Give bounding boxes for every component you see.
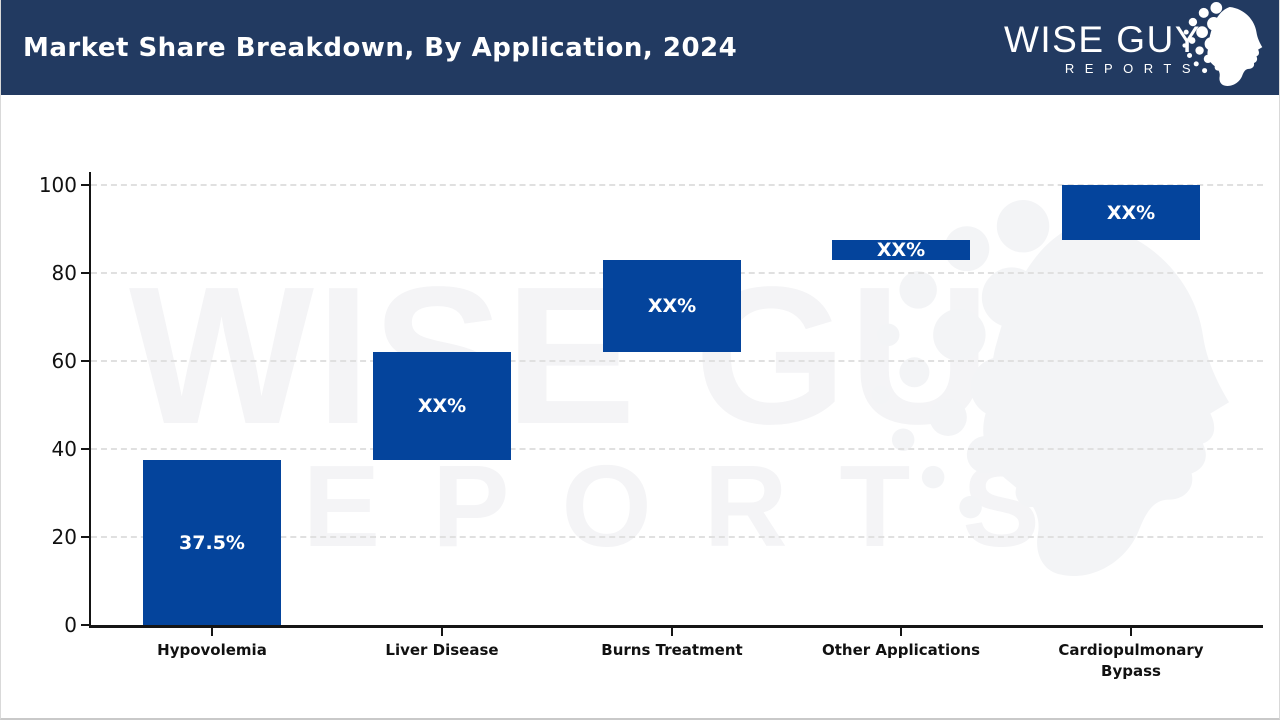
bar-value-label: XX% (1106, 201, 1156, 224)
y-axis-tick-label: 100 (38, 173, 77, 197)
grid-line (91, 448, 1263, 450)
bar-segment: XX% (832, 238, 970, 261)
y-axis-tick-label: 0 (64, 613, 77, 637)
x-axis-category-label: Other Applications (822, 641, 980, 659)
wiseguy-logo: WISE GUY REPORTS (1004, 1, 1271, 94)
y-axis-line (89, 172, 91, 628)
bar-value-label: XX% (647, 294, 697, 317)
y-axis-tick-label: 20 (51, 525, 77, 549)
x-axis-tick-mark (441, 628, 443, 636)
grid-line (91, 360, 1263, 362)
x-axis-category-label: Burns Treatment (601, 641, 743, 659)
logo-subtitle: REPORTS (1064, 60, 1201, 76)
y-axis-tick-label: 60 (51, 349, 77, 373)
x-axis-tick-mark (1130, 628, 1132, 636)
bar-value-label: 37.5% (179, 531, 245, 554)
y-axis-tick-mark (81, 536, 89, 538)
bar-value-label: XX% (417, 395, 467, 418)
bar-segment: XX% (373, 352, 511, 460)
x-axis-line (89, 625, 1263, 628)
bar-segment: 37.5% (143, 460, 281, 625)
page-title: Market Share Breakdown, By Application, … (23, 32, 738, 63)
logo-text: WISE GUY REPORTS (1004, 21, 1201, 75)
y-axis-tick-mark (81, 624, 89, 626)
x-axis-category-label: Liver Disease (385, 641, 499, 659)
grid-line (91, 536, 1263, 538)
y-axis-tick-label: 80 (51, 261, 77, 285)
x-axis-category-label: Cardiopulmonary Bypass (1058, 641, 1204, 680)
logo-wordmark: WISE GUY (1003, 18, 1201, 60)
y-axis-tick-mark (81, 184, 89, 186)
bar-segment: XX% (1062, 185, 1200, 240)
watermark-subtitle: REPORTS (167, 441, 1092, 571)
x-axis-category-label: Hypovolemia (157, 641, 267, 659)
y-axis-tick-mark (81, 360, 89, 362)
dotted-head-profile-icon (1182, 1, 1263, 86)
x-axis-tick-mark (900, 628, 902, 636)
y-axis-tick-mark (81, 448, 89, 450)
bar-segment: XX% (603, 259, 741, 353)
bar-value-label: XX% (876, 238, 926, 261)
y-axis-tick-label: 40 (51, 437, 77, 461)
header-bar: Market Share Breakdown, By Application, … (1, 0, 1279, 95)
y-axis-tick-mark (81, 272, 89, 274)
grid-line (91, 184, 1263, 186)
x-axis-tick-mark (211, 628, 213, 636)
x-axis-tick-mark (671, 628, 673, 636)
